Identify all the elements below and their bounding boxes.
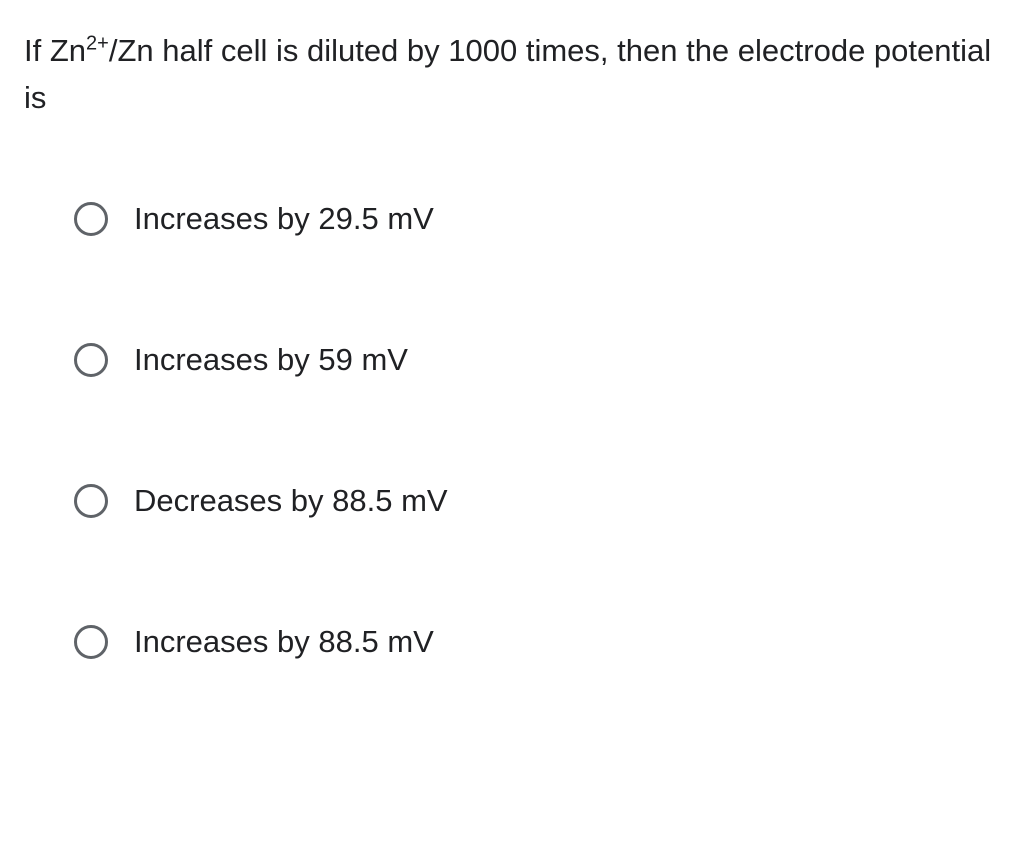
option-label: Increases by 29.5 mV: [134, 201, 434, 237]
question-suffix: /Zn half cell is diluted by 1000 times, …: [24, 33, 991, 115]
options-list: Increases by 29.5 mV Increases by 59 mV …: [24, 201, 1000, 660]
radio-icon: [74, 484, 108, 518]
option-label: Decreases by 88.5 mV: [134, 483, 448, 519]
option-3[interactable]: Decreases by 88.5 mV: [74, 483, 1000, 519]
option-label: Increases by 59 mV: [134, 342, 408, 378]
radio-icon: [74, 202, 108, 236]
option-4[interactable]: Increases by 88.5 mV: [74, 624, 1000, 660]
question-text: If Zn2+/Zn half cell is diluted by 1000 …: [24, 28, 1000, 121]
option-2[interactable]: Increases by 59 mV: [74, 342, 1000, 378]
question-prefix: If Zn: [24, 33, 86, 68]
radio-icon: [74, 343, 108, 377]
option-label: Increases by 88.5 mV: [134, 624, 434, 660]
question-superscript: 2+: [86, 33, 109, 55]
radio-icon: [74, 625, 108, 659]
option-1[interactable]: Increases by 29.5 mV: [74, 201, 1000, 237]
